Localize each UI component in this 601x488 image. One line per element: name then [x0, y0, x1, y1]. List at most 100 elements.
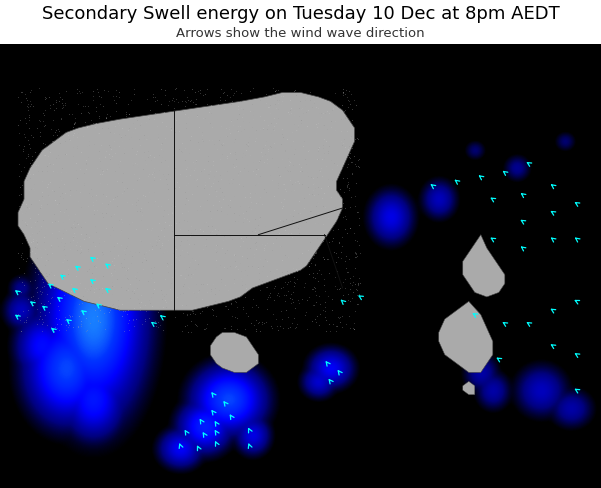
Point — [307, 174, 317, 182]
Point — [318, 318, 328, 326]
Point — [141, 318, 150, 325]
Point — [249, 107, 258, 115]
Point — [79, 175, 89, 183]
Point — [316, 311, 326, 319]
Point — [290, 146, 300, 154]
Point — [206, 208, 215, 216]
Point — [160, 291, 170, 299]
Point — [16, 311, 26, 319]
Point — [264, 104, 274, 112]
Point — [120, 246, 130, 254]
Point — [139, 162, 149, 169]
Point — [230, 139, 239, 146]
Point — [102, 214, 112, 222]
Point — [332, 214, 342, 222]
Point — [266, 109, 275, 117]
Point — [117, 134, 127, 142]
Point — [20, 270, 29, 278]
Point — [215, 198, 224, 205]
Point — [255, 311, 265, 319]
Point — [139, 132, 149, 140]
Point — [274, 164, 284, 172]
Point — [355, 98, 364, 106]
Point — [219, 209, 228, 217]
Point — [171, 164, 180, 172]
Point — [34, 160, 44, 168]
Point — [69, 324, 78, 332]
Point — [133, 295, 143, 303]
Point — [19, 244, 29, 252]
Point — [302, 311, 311, 319]
Point — [279, 283, 288, 291]
Point — [189, 167, 199, 175]
Point — [196, 203, 206, 211]
Point — [55, 98, 64, 105]
Point — [332, 327, 342, 335]
Point — [81, 285, 90, 292]
Point — [214, 178, 224, 185]
Point — [69, 133, 79, 141]
Point — [170, 132, 180, 140]
Point — [314, 105, 323, 113]
Point — [139, 165, 148, 173]
Point — [239, 299, 249, 307]
Point — [34, 295, 43, 303]
Point — [112, 319, 122, 327]
Point — [344, 87, 354, 95]
Point — [37, 225, 46, 233]
Point — [285, 159, 295, 166]
Point — [172, 179, 182, 187]
Point — [38, 284, 47, 291]
Point — [290, 279, 299, 286]
Point — [271, 88, 281, 96]
Point — [335, 285, 344, 293]
Point — [178, 231, 188, 239]
Point — [19, 186, 29, 194]
Point — [166, 279, 176, 287]
Point — [334, 314, 344, 322]
Point — [237, 131, 247, 139]
Point — [60, 246, 70, 254]
Point — [182, 248, 192, 256]
Point — [59, 219, 69, 226]
Point — [51, 196, 61, 204]
Point — [183, 286, 193, 294]
Point — [284, 109, 293, 117]
Point — [40, 234, 49, 242]
Point — [52, 320, 62, 328]
Point — [251, 288, 260, 296]
Point — [240, 256, 250, 264]
Point — [26, 97, 35, 105]
Point — [157, 226, 166, 234]
Point — [318, 173, 328, 181]
Point — [41, 183, 51, 191]
Point — [120, 264, 130, 271]
Point — [188, 288, 198, 296]
Point — [288, 276, 297, 284]
Point — [256, 255, 266, 263]
Point — [279, 291, 289, 299]
Point — [188, 308, 197, 316]
Point — [112, 190, 122, 198]
Point — [334, 204, 344, 212]
Point — [313, 124, 322, 132]
Point — [320, 255, 329, 263]
Point — [43, 178, 53, 185]
Point — [98, 209, 108, 217]
Point — [230, 164, 240, 172]
Point — [43, 272, 53, 280]
Point — [302, 94, 311, 102]
Point — [151, 171, 161, 179]
Point — [211, 186, 221, 194]
Point — [278, 156, 288, 163]
Point — [147, 270, 157, 278]
Point — [339, 90, 349, 98]
Point — [270, 101, 280, 109]
Point — [84, 203, 93, 210]
Point — [217, 140, 227, 148]
Point — [48, 294, 58, 302]
Point — [124, 320, 133, 327]
Point — [312, 318, 322, 326]
Point — [67, 186, 76, 194]
Point — [189, 159, 198, 166]
